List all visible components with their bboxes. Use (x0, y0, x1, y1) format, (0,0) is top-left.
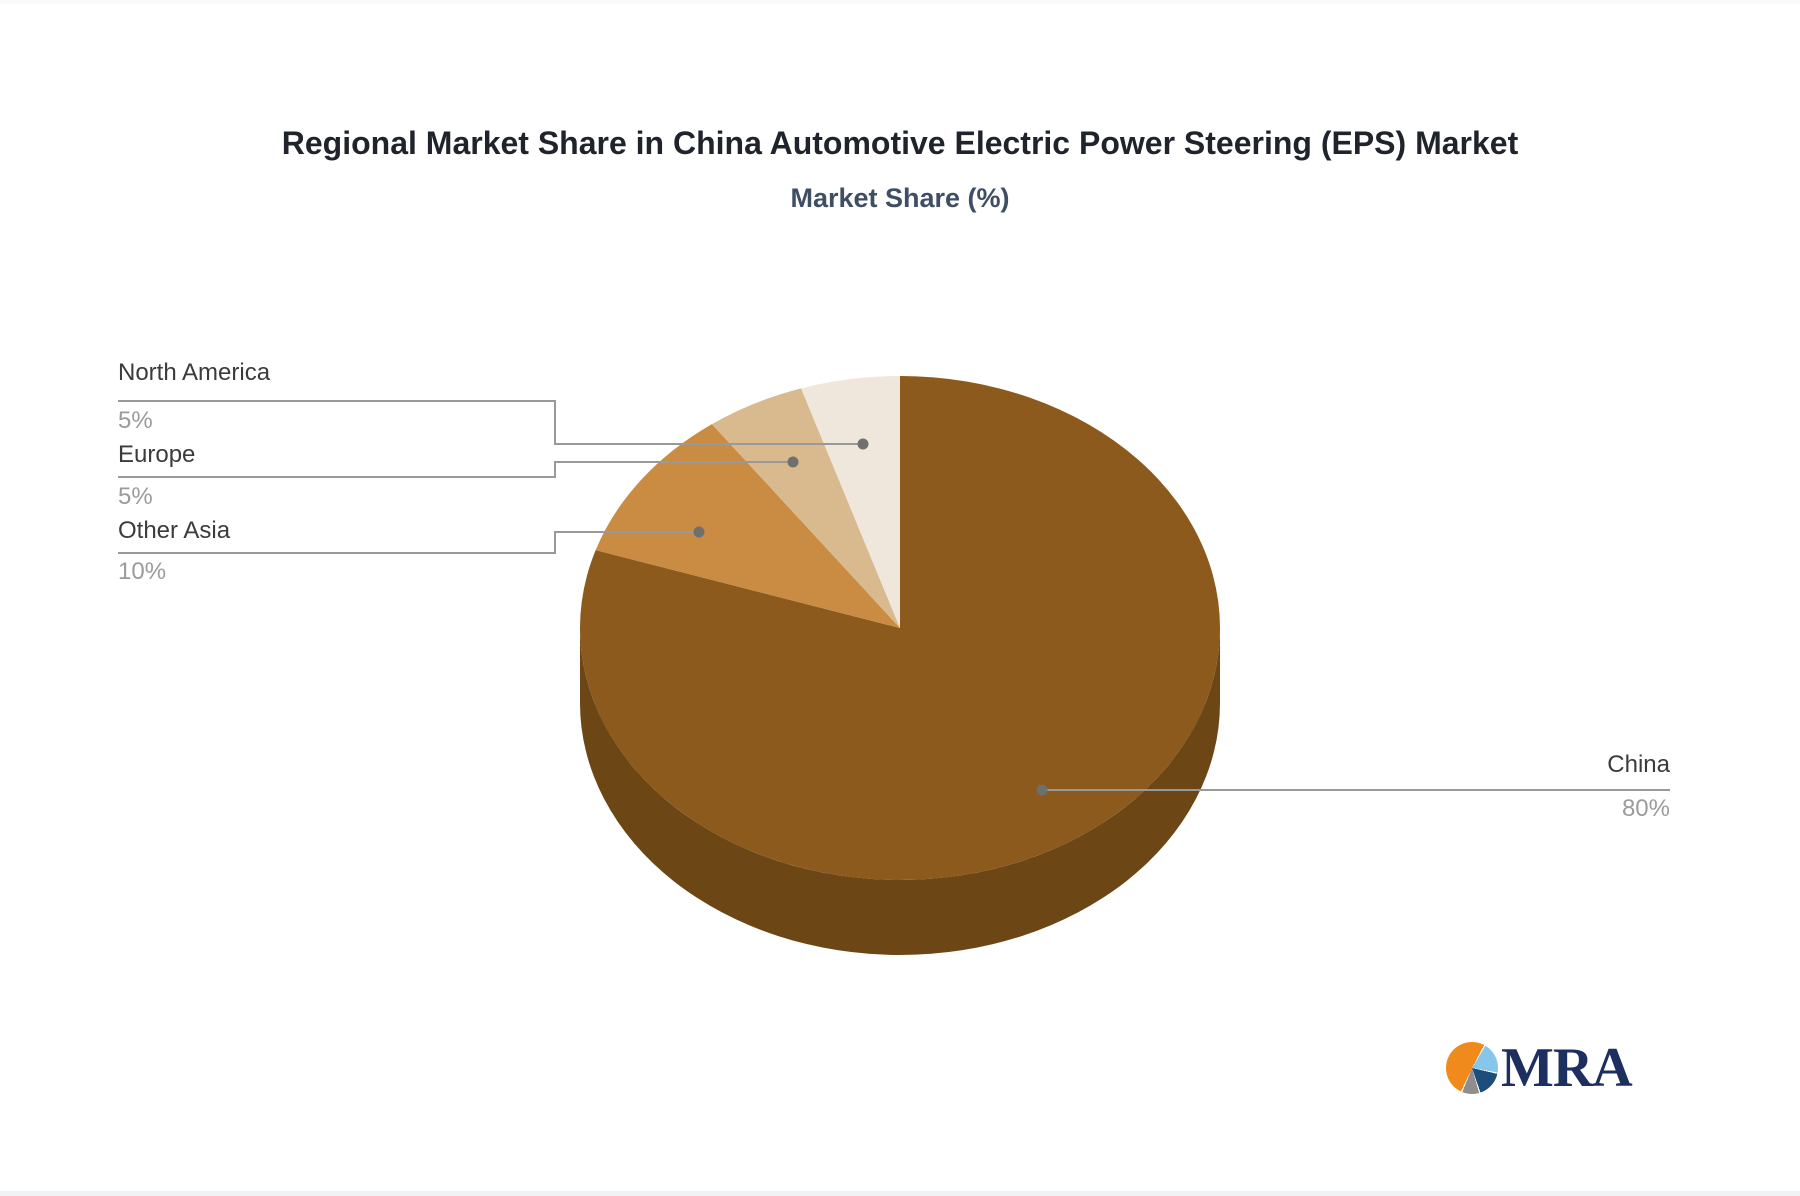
label-other-asia: Other Asia (118, 517, 231, 544)
connector-europe (118, 461, 793, 478)
top-edge-strip (0, 0, 1800, 4)
label-europe: Europe (118, 441, 196, 468)
chart-subtitle: Market Share (%) (790, 183, 1010, 213)
pie-slice-other-asia (595, 424, 900, 628)
pie-slice-europe (711, 388, 900, 628)
connector-north-america (118, 400, 863, 445)
pie-slice-north-america (801, 376, 900, 628)
pie-side-wall (580, 628, 1220, 955)
bottom-edge-strip (0, 1191, 1800, 1196)
connector-other-asia (118, 531, 699, 554)
anchor-dot-china (1036, 784, 1048, 796)
anchor-dot-north-america (857, 438, 869, 450)
value-other-asia: 10% (118, 558, 167, 585)
anchor-dot-other-asia (693, 526, 705, 538)
value-north-america: 5% (118, 407, 153, 434)
mra-logo-pie-icon (1446, 1042, 1498, 1094)
value-china: 80% (1621, 795, 1670, 822)
anchor-dot-europe (787, 456, 799, 468)
mra-logo-text: MRA (1501, 1037, 1633, 1099)
chart-title: Regional Market Share in China Automotiv… (281, 125, 1519, 161)
label-china: China (1607, 751, 1670, 778)
value-europe: 5% (118, 483, 153, 510)
mra-logo: MRA (1446, 1037, 1633, 1099)
label-north-america: North America (118, 359, 271, 386)
